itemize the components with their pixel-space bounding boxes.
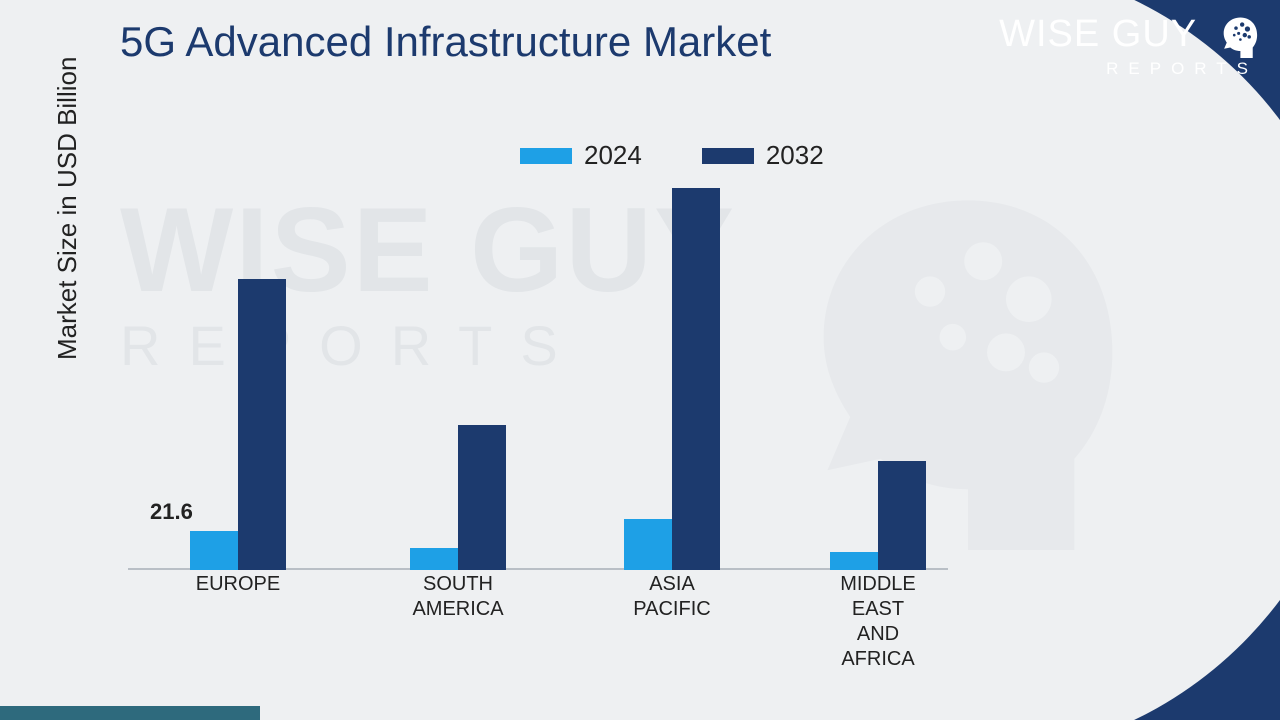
bar-series-a [624,519,672,570]
x-axis-label: ASIAPACIFIC [582,572,762,622]
chart-plot-area: 21.6 [128,170,948,570]
x-axis-label: EUROPE [148,572,328,597]
legend-item-b: 2032 [702,140,824,171]
bottom-accent-strip [0,706,260,720]
bar-series-a [830,552,878,570]
legend-swatch-a [520,148,572,164]
bar-series-b [458,425,506,570]
bar-series-b [672,188,720,570]
y-axis-label: Market Size in USD Billion [52,57,83,360]
bar-value-label: 21.6 [150,499,193,525]
legend-swatch-b [702,148,754,164]
chart-title: 5G Advanced Infrastructure Market [120,18,771,66]
bar-series-a [190,531,238,570]
logo-line-2: REPORTS [999,60,1258,77]
brand-logo: WISE GUY REPORTS [999,14,1258,77]
x-axis-label: MIDDLEEASTANDAFRICA [788,572,968,672]
legend-item-a: 2024 [520,140,642,171]
legend-label-b: 2032 [766,140,824,171]
bar-series-b [878,461,926,570]
x-axis-label: SOUTHAMERICA [368,572,548,622]
legend-label-a: 2024 [584,140,642,171]
head-icon [1214,14,1258,58]
logo-line-1: WISE GUY [999,13,1196,55]
bar-series-b [238,279,286,570]
legend: 2024 2032 [520,140,824,171]
bar-series-a [410,548,458,570]
chart-canvas: 5G Advanced Infrastructure Market WISE G… [0,0,1280,720]
